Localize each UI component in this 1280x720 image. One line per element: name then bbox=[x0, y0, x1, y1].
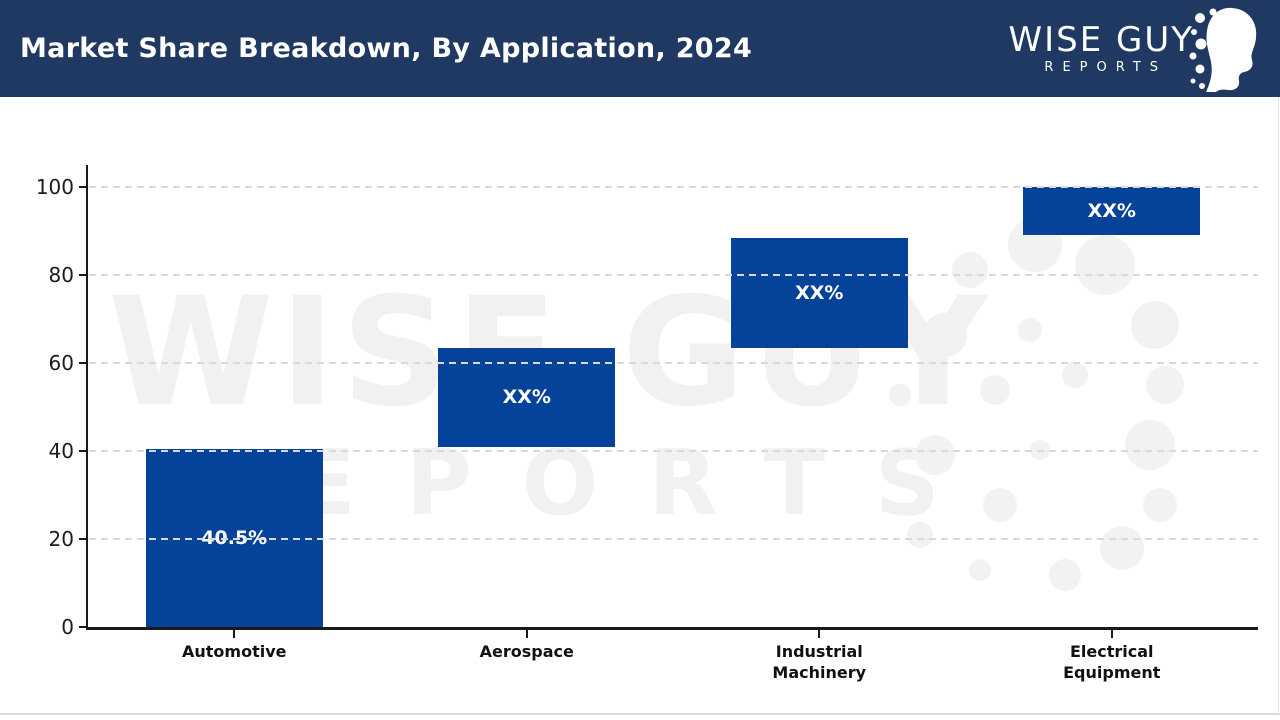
bar-industrial-machinery: XX% bbox=[730, 237, 908, 348]
right-divider bbox=[1278, 97, 1279, 715]
brand-logo-text: WISE GUY REPORTS bbox=[1008, 22, 1194, 76]
watermark-face-dots-icon bbox=[881, 218, 1184, 591]
header-bar: Market Share Breakdown, By Application, … bbox=[0, 0, 1280, 97]
bottom-divider bbox=[0, 713, 1280, 715]
x-tick-3 bbox=[1110, 630, 1113, 638]
y-tick-20 bbox=[79, 538, 87, 540]
y-tick-80 bbox=[79, 274, 87, 276]
category-label-1: Aerospace bbox=[479, 642, 574, 661]
bar-value-label: XX% bbox=[1087, 200, 1136, 223]
y-tick-40 bbox=[79, 450, 87, 452]
y-tick-label-80: 80 bbox=[48, 263, 74, 287]
category-label-0: Automotive bbox=[182, 642, 287, 661]
y-tick-label-100: 100 bbox=[35, 175, 74, 199]
y-tick-100 bbox=[79, 186, 87, 188]
y-tick-0 bbox=[79, 626, 87, 628]
x-axis-line bbox=[86, 627, 1258, 630]
x-tick-2 bbox=[818, 630, 821, 638]
bar-aerospace: XX% bbox=[438, 347, 616, 447]
brand-name: WISE GUY bbox=[1008, 19, 1194, 60]
y-tick-60 bbox=[79, 362, 87, 364]
y-gridline-80 bbox=[89, 274, 1258, 276]
bar-value-label: XX% bbox=[795, 281, 844, 304]
y-axis-line bbox=[86, 165, 88, 630]
y-gridline-20 bbox=[89, 538, 1258, 540]
x-tick-0 bbox=[233, 630, 236, 638]
y-tick-label-60: 60 bbox=[48, 351, 74, 375]
x-tick-1 bbox=[525, 630, 528, 638]
y-gridline-100 bbox=[89, 186, 1258, 188]
bar-value-label: 40.5% bbox=[201, 526, 268, 549]
y-tick-label-40: 40 bbox=[48, 439, 74, 463]
y-tick-label-0: 0 bbox=[61, 615, 74, 639]
bar-automotive: 40.5% bbox=[145, 448, 323, 627]
page-title: Market Share Breakdown, By Application, … bbox=[20, 33, 753, 64]
brand-logo: WISE GUY REPORTS bbox=[1008, 6, 1280, 92]
bar-value-label: XX% bbox=[502, 386, 551, 409]
y-gridline-40 bbox=[89, 450, 1258, 452]
bar-electrical-equipment: XX% bbox=[1023, 187, 1201, 236]
wiseguy-face-icon bbox=[1189, 7, 1257, 92]
category-label-3: Electrical Equipment bbox=[1063, 642, 1161, 682]
category-label-2: Industrial Machinery bbox=[772, 642, 867, 682]
y-tick-label-20: 20 bbox=[48, 527, 74, 551]
y-gridline-60 bbox=[89, 362, 1258, 364]
brand-subname: REPORTS bbox=[1044, 59, 1168, 75]
